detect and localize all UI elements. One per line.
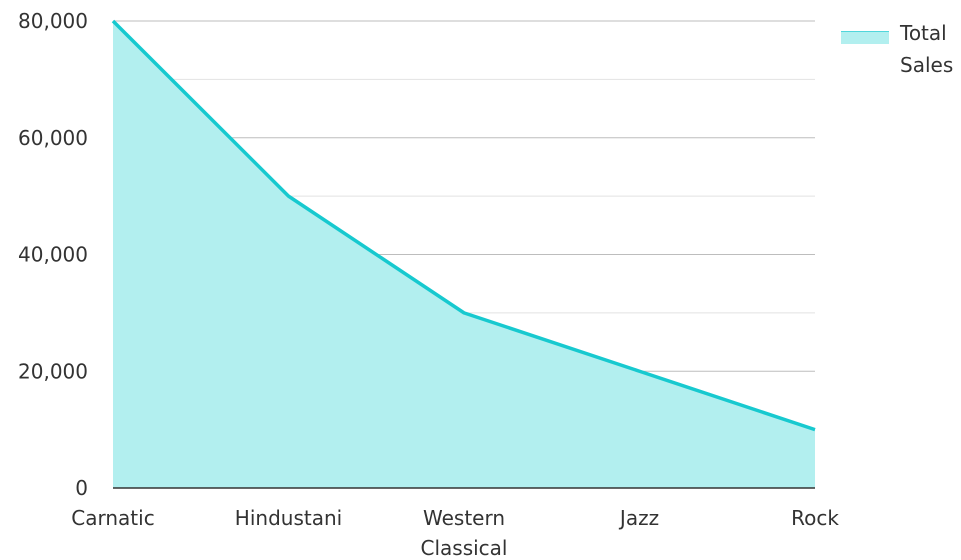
legend-swatch-fill	[841, 32, 889, 44]
y-tick-label: 80,000	[18, 9, 88, 33]
y-tick-label: 40,000	[18, 243, 88, 267]
x-tick-label: Hindustani	[235, 506, 342, 530]
y-tick-label: 20,000	[18, 359, 88, 383]
y-tick-label: 60,000	[18, 126, 88, 150]
x-tick-label: Carnatic	[71, 506, 154, 530]
series-line	[111, 19, 816, 432]
x-tick-label: Jazz	[618, 506, 659, 530]
legend-label-total-sales: Total Sales	[899, 21, 953, 77]
x-axis-tick-labels: Carnatic Hindustani Western Classical Jazz Ro…	[71, 506, 839, 560]
y-tick-label: 0	[75, 476, 88, 500]
x-tick-label: Western Classical	[421, 506, 508, 560]
y-axis-tick-labels: 0 20,000 40,000 60,000 80,000	[18, 9, 88, 500]
x-tick-label: Rock	[791, 506, 839, 530]
legend: Total Sales	[841, 21, 953, 77]
